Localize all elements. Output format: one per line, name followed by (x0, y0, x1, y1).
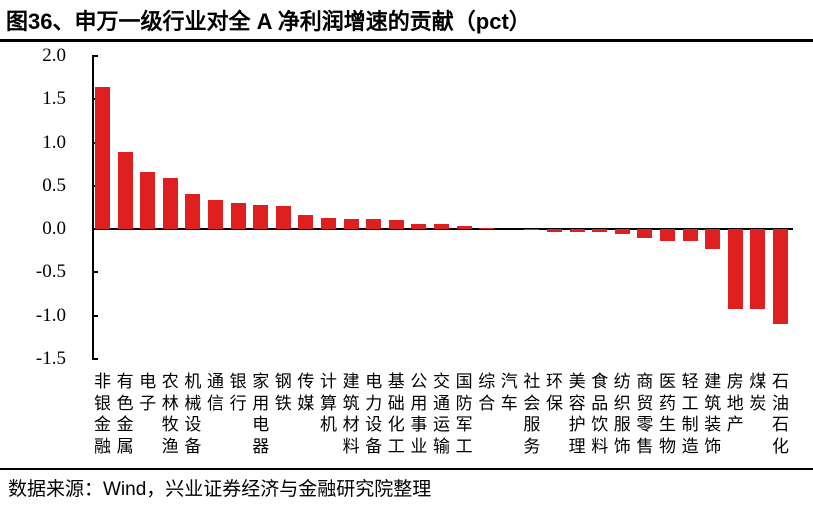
bar-建筑材料 (343, 218, 359, 229)
bar-医药生物 (660, 229, 675, 242)
bar-传媒 (298, 215, 314, 229)
x-category-label: 钢 铁 (274, 372, 292, 414)
bar-基础化工 (388, 220, 404, 229)
bar-农林牧渔 (162, 177, 178, 229)
bar-公用事业 (411, 223, 427, 229)
source-note: 数据来源：Wind，兴业证券经济与金融研究院整理 (8, 479, 432, 500)
x-category-label: 机 械 设 备 (184, 372, 202, 457)
x-category-label: 美 容 护 理 (568, 372, 586, 457)
bar-建筑装饰 (705, 229, 721, 249)
x-category-label: 石 油 石 化 (772, 372, 789, 457)
y-tick (92, 357, 98, 360)
chart-title: 图36、申万一级行业对全 A 净利润增速的贡献（pct） (6, 9, 531, 34)
bar-综合 (479, 228, 495, 230)
y-tick-label: -1.0 (35, 304, 66, 326)
source-divider (0, 468, 813, 470)
y-tick (92, 314, 98, 317)
bar-石油石化 (773, 229, 788, 325)
x-category-label: 基 础 化 工 (387, 372, 405, 457)
y-tick-label: 1.5 (42, 88, 66, 110)
title-divider (0, 39, 813, 42)
x-category-label: 传 媒 (297, 372, 315, 414)
x-category-label: 食 品 饮 料 (591, 372, 609, 457)
x-category-label: 商 贸 零 售 (636, 372, 654, 457)
bar-机械设备 (185, 194, 201, 229)
bar-纺织服饰 (614, 229, 630, 235)
x-category-label: 建 筑 材 料 (342, 372, 360, 457)
bar-电子 (140, 171, 156, 229)
bar-煤炭 (750, 229, 766, 310)
bar-环保 (547, 229, 562, 232)
y-tick (92, 271, 98, 274)
bar-商贸零售 (637, 229, 653, 238)
x-category-label: 计 算 机 (320, 372, 337, 435)
bar-电力设备 (366, 218, 382, 229)
bar-国防军工 (456, 225, 472, 229)
x-category-label: 农 林 牧 渔 (161, 372, 179, 457)
bar-非银金融 (95, 87, 110, 229)
bar-钢铁 (275, 205, 291, 229)
y-tick-label: -0.5 (35, 261, 66, 283)
x-category-label: 交 通 运 输 (433, 372, 450, 457)
bar-家用电器 (253, 204, 269, 229)
x-category-label: 家 用 电 器 (252, 372, 270, 457)
bar-银行 (230, 203, 246, 229)
y-tick-label: -1.5 (35, 347, 66, 369)
bar-计算机 (321, 217, 336, 229)
x-category-label: 综 合 (478, 372, 496, 414)
x-category-label: 医 药 生 物 (659, 372, 676, 457)
x-category-label: 有 色 金 属 (116, 372, 134, 457)
x-axis (92, 228, 793, 230)
bar-通信 (208, 199, 223, 229)
bar-食品饮料 (592, 229, 608, 232)
y-axis (92, 56, 94, 360)
x-category-label: 社 会 服 务 (523, 372, 541, 457)
x-category-label: 环 保 (546, 372, 563, 414)
bar-美容护理 (569, 229, 585, 232)
x-category-label: 轻 工 制 造 (681, 372, 699, 457)
y-tick-label: 0.0 (42, 218, 66, 239)
x-category-label: 国 防 军 工 (455, 372, 473, 457)
x-category-label: 电 力 设 备 (365, 372, 383, 457)
x-category-label: 公 用 事 业 (410, 372, 428, 457)
x-category-label: 电 子 (139, 372, 157, 414)
y-tick (92, 55, 98, 57)
y-tick-label: 1.0 (42, 131, 66, 153)
x-category-label: 非 银 金 融 (94, 372, 111, 457)
x-category-label: 房 地 产 (726, 372, 744, 435)
bar-房地产 (727, 229, 743, 310)
x-category-label: 银 行 (229, 372, 247, 414)
x-category-label: 纺 织 服 饰 (613, 372, 631, 457)
x-category-label: 汽 车 (500, 372, 518, 414)
x-category-label: 建 筑 装 饰 (704, 372, 722, 457)
x-category-label: 通 信 (207, 372, 224, 414)
bar-有色金属 (117, 152, 133, 229)
bar-社会服务 (524, 229, 540, 230)
x-category-label: 煤 炭 (749, 372, 767, 414)
bar-轻工制造 (682, 229, 698, 242)
y-tick-label: 2.0 (42, 45, 66, 66)
y-tick-label: 0.5 (42, 174, 66, 196)
bar-交通运输 (434, 223, 449, 229)
bar-chart: 2.0 1.5 1.0 0.5 0.0 -0.5 -1.0 -1.5 非 银 金 融有 色 金 … (0, 42, 813, 462)
